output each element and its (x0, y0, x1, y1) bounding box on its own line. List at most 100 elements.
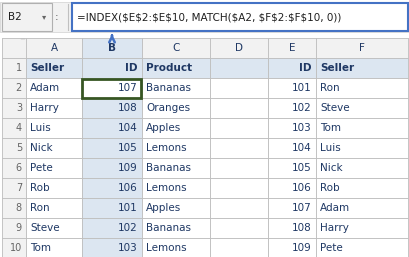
Text: Seller: Seller (30, 63, 64, 73)
Text: Bananas: Bananas (146, 83, 191, 93)
Bar (315, 38, 407, 58)
Text: Adam: Adam (30, 83, 60, 93)
Bar (2, 218, 26, 238)
Bar (209, 138, 267, 158)
Text: Bananas: Bananas (146, 163, 191, 173)
Bar (26, 238, 82, 257)
Text: Ron: Ron (30, 203, 49, 213)
Text: 102: 102 (118, 223, 138, 233)
Bar (82, 218, 142, 238)
Bar (2, 118, 26, 138)
Bar (267, 118, 315, 138)
Bar (82, 78, 141, 97)
Bar (0, 2, 409, 32)
Bar (26, 78, 82, 98)
Text: Lemons: Lemons (146, 143, 186, 153)
Bar (267, 98, 315, 118)
Bar (315, 198, 407, 218)
Text: Rob: Rob (30, 183, 49, 193)
Text: 101: 101 (118, 203, 138, 213)
Bar (209, 58, 267, 78)
Bar (26, 118, 82, 138)
Bar (267, 178, 315, 198)
Bar (315, 138, 407, 158)
Bar (142, 178, 209, 198)
Text: Lemons: Lemons (146, 243, 186, 253)
Bar (72, 3, 407, 31)
Bar (267, 38, 315, 58)
Bar (2, 198, 26, 218)
Bar (2, 3, 52, 31)
Bar (209, 178, 267, 198)
Text: :: : (55, 12, 58, 22)
Bar (209, 158, 267, 178)
Bar (82, 98, 142, 118)
Bar (26, 98, 82, 118)
Bar (82, 138, 142, 158)
Text: F: F (358, 43, 364, 53)
Bar (142, 198, 209, 218)
Text: 102: 102 (292, 103, 311, 113)
Text: Luis: Luis (30, 123, 51, 133)
Bar (142, 138, 209, 158)
Text: A: A (50, 43, 57, 53)
Text: Tom: Tom (319, 123, 340, 133)
Bar (209, 118, 267, 138)
Text: Nick: Nick (30, 143, 52, 153)
Bar (142, 78, 209, 98)
Bar (2, 38, 26, 58)
Text: 2: 2 (16, 83, 22, 93)
Bar (26, 158, 82, 178)
Text: Tom: Tom (30, 243, 51, 253)
Bar (315, 178, 407, 198)
Text: Rob: Rob (319, 183, 339, 193)
Text: 109: 109 (292, 243, 311, 253)
Text: B2: B2 (8, 12, 22, 22)
Bar (315, 218, 407, 238)
Bar (209, 198, 267, 218)
Bar (26, 198, 82, 218)
Text: 8: 8 (16, 203, 22, 213)
Bar (209, 238, 267, 257)
Text: Lemons: Lemons (146, 183, 186, 193)
Text: 9: 9 (16, 223, 22, 233)
Text: Harry: Harry (319, 223, 348, 233)
Text: 104: 104 (292, 143, 311, 153)
Text: 104: 104 (118, 123, 138, 133)
Bar (82, 38, 142, 58)
Bar (209, 218, 267, 238)
Text: Apples: Apples (146, 203, 181, 213)
Bar (2, 78, 26, 98)
Text: 107: 107 (118, 83, 138, 93)
Text: 5: 5 (16, 143, 22, 153)
Text: Adam: Adam (319, 203, 349, 213)
Bar (82, 58, 142, 78)
Text: 103: 103 (292, 123, 311, 133)
Bar (209, 98, 267, 118)
Text: 106: 106 (292, 183, 311, 193)
Text: 108: 108 (118, 103, 138, 113)
Text: 4: 4 (16, 123, 22, 133)
Text: Ron: Ron (319, 83, 339, 93)
Text: =INDEX($E$2:$E$10, MATCH($A2, $F$2:$F$10, 0)): =INDEX($E$2:$E$10, MATCH($A2, $F$2:$F$10… (77, 12, 341, 22)
Bar (267, 218, 315, 238)
Bar (142, 98, 209, 118)
Text: 7: 7 (16, 183, 22, 193)
Text: 106: 106 (118, 183, 138, 193)
Bar (26, 138, 82, 158)
Text: 109: 109 (118, 163, 138, 173)
Text: B: B (108, 43, 116, 53)
Bar (315, 98, 407, 118)
Bar (82, 118, 142, 138)
Text: ID: ID (125, 63, 138, 73)
Bar (267, 138, 315, 158)
Bar (142, 38, 209, 58)
Text: ID: ID (299, 63, 311, 73)
Bar (267, 78, 315, 98)
Text: C: C (172, 43, 179, 53)
Text: Nick: Nick (319, 163, 342, 173)
Bar (26, 178, 82, 198)
Bar (267, 198, 315, 218)
Bar (82, 178, 142, 198)
Text: Bananas: Bananas (146, 223, 191, 233)
